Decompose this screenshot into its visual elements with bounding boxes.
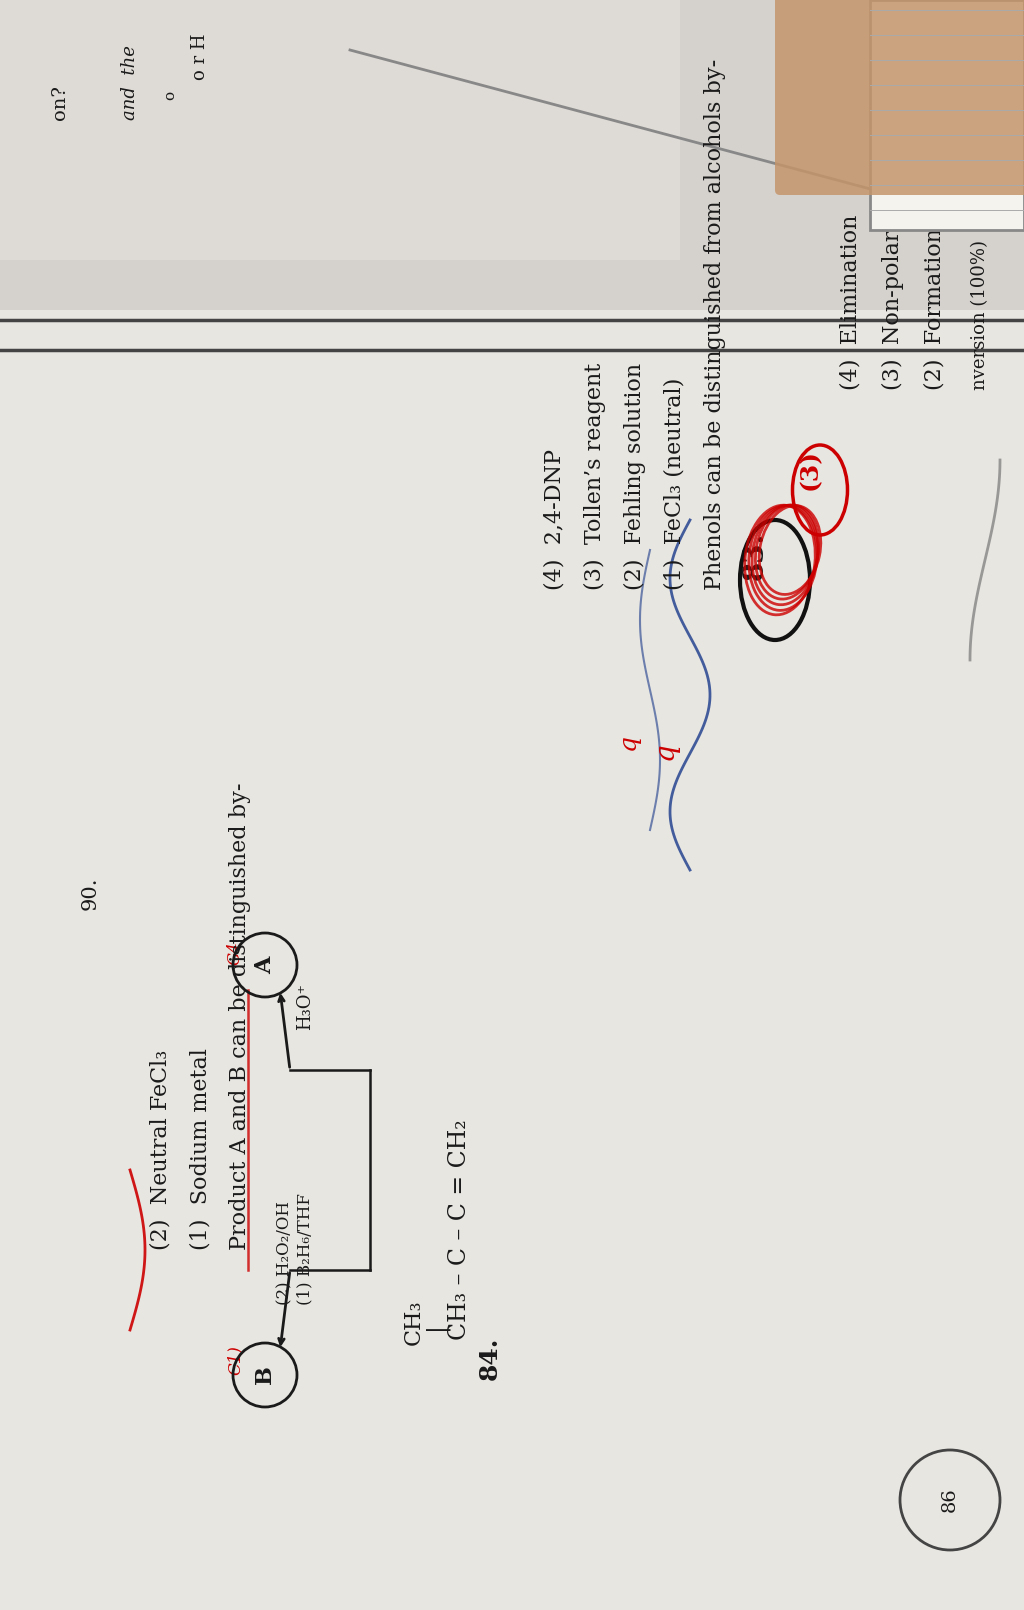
- Text: q: q: [651, 742, 679, 760]
- Text: q: q: [616, 734, 640, 750]
- Text: G4: G4: [226, 942, 244, 964]
- Text: 83.: 83.: [741, 531, 768, 580]
- Text: (1)  FeCl₃ (neutral): (1) FeCl₃ (neutral): [664, 378, 686, 589]
- Text: and  the: and the: [121, 45, 139, 121]
- Text: (2)  Neutral FeCl₃: (2) Neutral FeCl₃: [150, 1050, 171, 1249]
- Text: 84.: 84.: [478, 1336, 502, 1380]
- Text: o: o: [163, 90, 177, 100]
- Text: Product A and B can be distinguished by-: Product A and B can be distinguished by-: [229, 782, 251, 1249]
- Text: (2) H₂O₂/OH: (2) H₂O₂/OH: [276, 1201, 294, 1306]
- Text: nversion (100%): nversion (100%): [971, 240, 989, 390]
- Text: (2)  Formation of carbocation: (2) Formation of carbocation: [924, 58, 946, 390]
- Text: B: B: [254, 1365, 276, 1385]
- Text: 86: 86: [941, 1488, 959, 1512]
- FancyBboxPatch shape: [775, 0, 1024, 195]
- Text: (3): (3): [798, 449, 822, 489]
- Text: (4)  Elimination: (4) Elimination: [840, 214, 862, 390]
- Text: on?: on?: [51, 85, 69, 121]
- Text: |: |: [424, 1322, 449, 1330]
- Text: (1) B₂H₆/THF: (1) B₂H₆/THF: [297, 1193, 313, 1306]
- FancyBboxPatch shape: [0, 0, 680, 259]
- Text: (3)  Non-polar solvent: (3) Non-polar solvent: [882, 142, 904, 390]
- Text: o r H: o r H: [191, 34, 209, 80]
- Text: Phenols can be distinguished from alcohols by-: Phenols can be distinguished from alcoho…: [705, 58, 726, 589]
- Text: (4)  2,4-DNP: (4) 2,4-DNP: [544, 449, 566, 589]
- Text: C1): C1): [226, 1344, 244, 1375]
- Text: 90.: 90.: [81, 876, 99, 910]
- Text: (3)  Tollen’s reagent: (3) Tollen’s reagent: [584, 362, 606, 589]
- Text: CH₃: CH₃: [403, 1299, 425, 1344]
- Text: (2)  Fehling solution: (2) Fehling solution: [624, 362, 646, 589]
- Text: A: A: [254, 956, 276, 974]
- Text: (1)  Sodium metal: (1) Sodium metal: [189, 1048, 211, 1249]
- Text: CH₃ – C – C = CH₂: CH₃ – C – C = CH₂: [449, 1119, 471, 1340]
- FancyBboxPatch shape: [0, 0, 1024, 311]
- FancyBboxPatch shape: [870, 0, 1024, 230]
- Text: H₃O⁺: H₃O⁺: [296, 984, 314, 1030]
